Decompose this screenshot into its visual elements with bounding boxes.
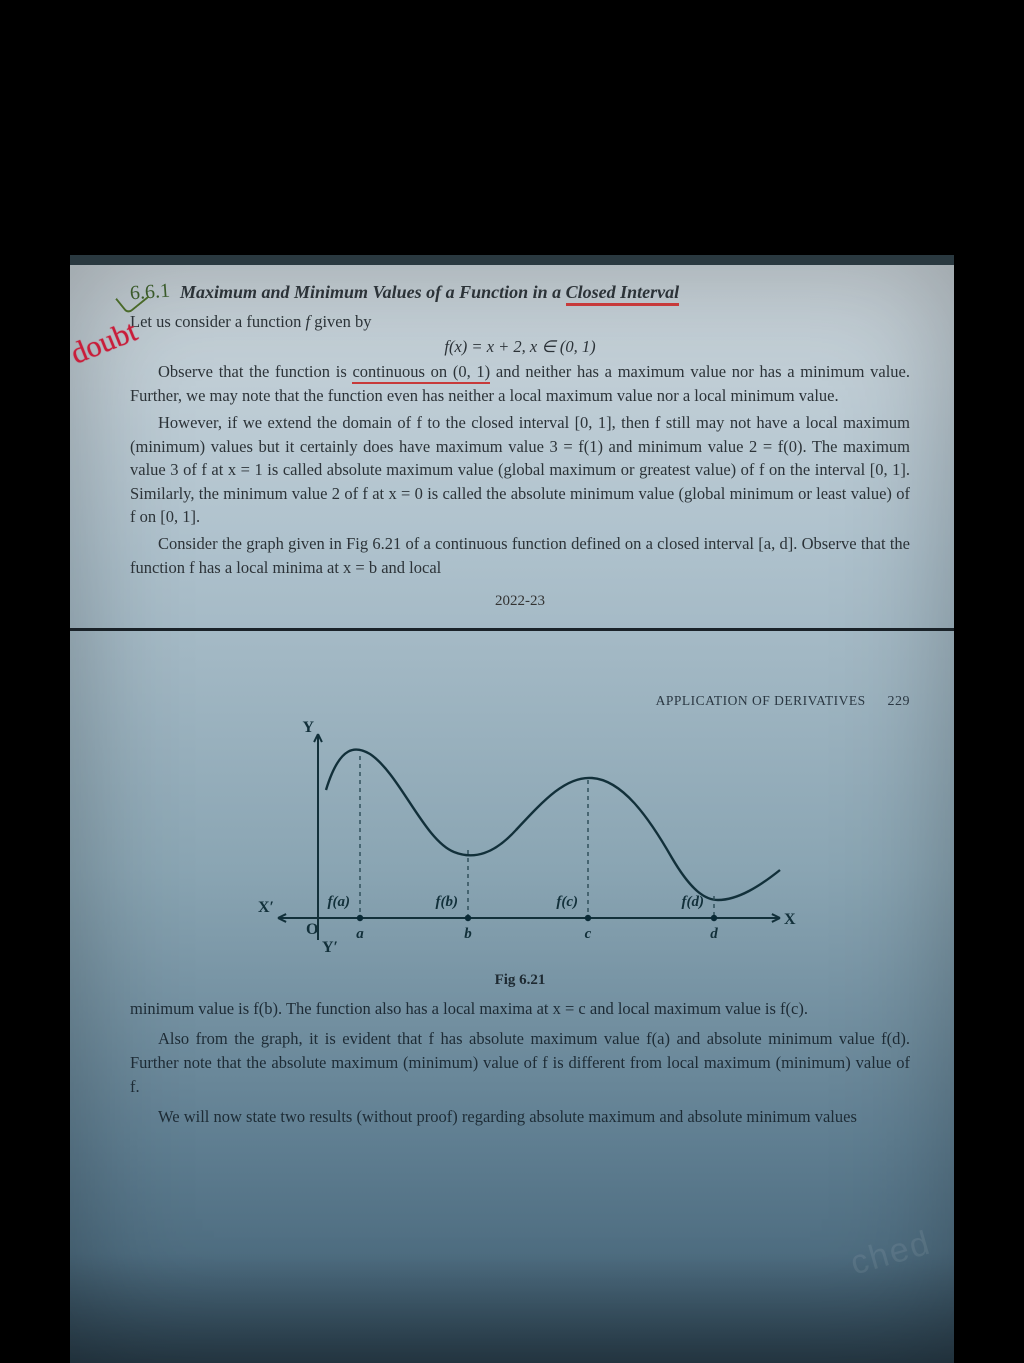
- p1-continuous: continuous on (0, 1): [352, 362, 490, 384]
- p1a: Observe that the function is: [158, 362, 352, 381]
- svg-text:f(a): f(a): [328, 894, 351, 910]
- svg-text:f(b): f(b): [436, 894, 459, 910]
- bottom-shadow: [70, 1253, 954, 1363]
- svg-text:f(c): f(c): [556, 894, 578, 910]
- paragraph-1: Observe that the function is continuous …: [130, 360, 910, 407]
- intro-pre: Let us consider a function: [130, 312, 306, 331]
- paragraph-2: However, if we extend the domain of f to…: [130, 411, 910, 528]
- page-divider: [70, 628, 954, 631]
- page2-paragraph-3: We will now state two results (without p…: [130, 1105, 910, 1129]
- svg-text:a: a: [356, 926, 364, 942]
- intro-line: Let us consider a function f given by: [130, 310, 910, 333]
- textbook-page: 6.6.1 Maximum and Minimum Values of a Fu…: [70, 255, 954, 1363]
- figure-6-21: Y Y′ X X′ Oa f(a) b f(b) c f(c) d f(d): [240, 720, 800, 970]
- svg-text:d: d: [710, 926, 718, 942]
- section-title-underlined: Closed Interval: [566, 282, 680, 306]
- page-number: 229: [888, 694, 911, 709]
- runhead-text: APPLICATION OF DERIVATIVES: [656, 693, 866, 708]
- page-1-block: 6.6.1 Maximum and Minimum Values of a Fu…: [70, 265, 954, 637]
- page2-paragraph-1: minimum value is f(b). The function also…: [130, 997, 910, 1021]
- section-heading: 6.6.1 Maximum and Minimum Values of a Fu…: [130, 281, 910, 304]
- svg-text:X′: X′: [258, 899, 274, 916]
- svg-text:X: X: [784, 911, 796, 928]
- year-footer: 2022-23: [130, 593, 910, 610]
- watermark: ched: [846, 1223, 935, 1283]
- page-2-block: APPLICATION OF DERIVATIVES 229 YY′XX′Oaf…: [70, 637, 954, 1129]
- page2-paragraph-2: Also from the graph, it is evident that …: [130, 1027, 910, 1099]
- svg-text:c: c: [585, 926, 592, 942]
- paragraph-3: Consider the graph given in Fig 6.21 of …: [130, 532, 910, 579]
- svg-text:Y: Y: [302, 720, 314, 736]
- svg-text:b: b: [464, 926, 472, 942]
- section-number: 6.6.1: [129, 280, 171, 306]
- figure-caption: Fig 6.21: [130, 972, 910, 989]
- running-head: APPLICATION OF DERIVATIVES 229: [130, 693, 910, 710]
- intro-post: given by: [310, 312, 371, 331]
- svg-text:O: O: [306, 921, 318, 938]
- section-title-main: Maximum and Minimum Values of a Function…: [180, 282, 566, 302]
- svg-text:f(d): f(d): [682, 894, 705, 910]
- svg-text:Y′: Y′: [322, 939, 338, 956]
- section-title-text: Maximum and Minimum Values of a Function…: [180, 282, 679, 303]
- figure-wrap: Y Y′ X X′ Oa f(a) b f(b) c f(c) d f(d): [130, 720, 910, 970]
- formula: f(x) = x + 2, x ∈ (0, 1): [130, 337, 910, 357]
